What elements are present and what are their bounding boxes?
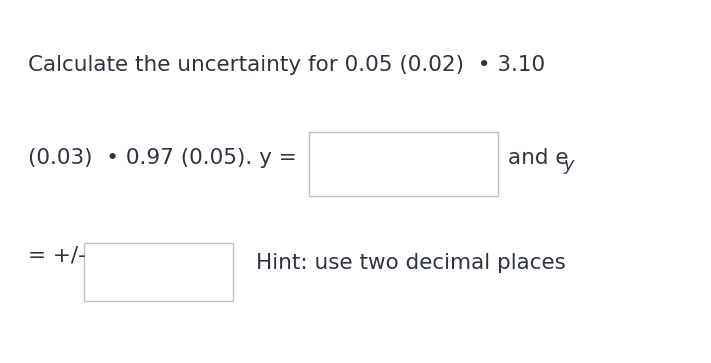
- Text: and e: and e: [508, 148, 569, 168]
- FancyBboxPatch shape: [309, 132, 498, 196]
- Text: y: y: [564, 156, 574, 174]
- FancyBboxPatch shape: [84, 243, 233, 301]
- Text: (0.03)  • 0.97 (0.05). y =: (0.03) • 0.97 (0.05). y =: [28, 148, 297, 168]
- Text: Calculate the uncertainty for 0.05 (0.02)  • 3.10: Calculate the uncertainty for 0.05 (0.02…: [28, 55, 545, 76]
- Text: Hint: use two decimal places: Hint: use two decimal places: [256, 253, 566, 273]
- Text: = +/-: = +/-: [28, 246, 86, 266]
